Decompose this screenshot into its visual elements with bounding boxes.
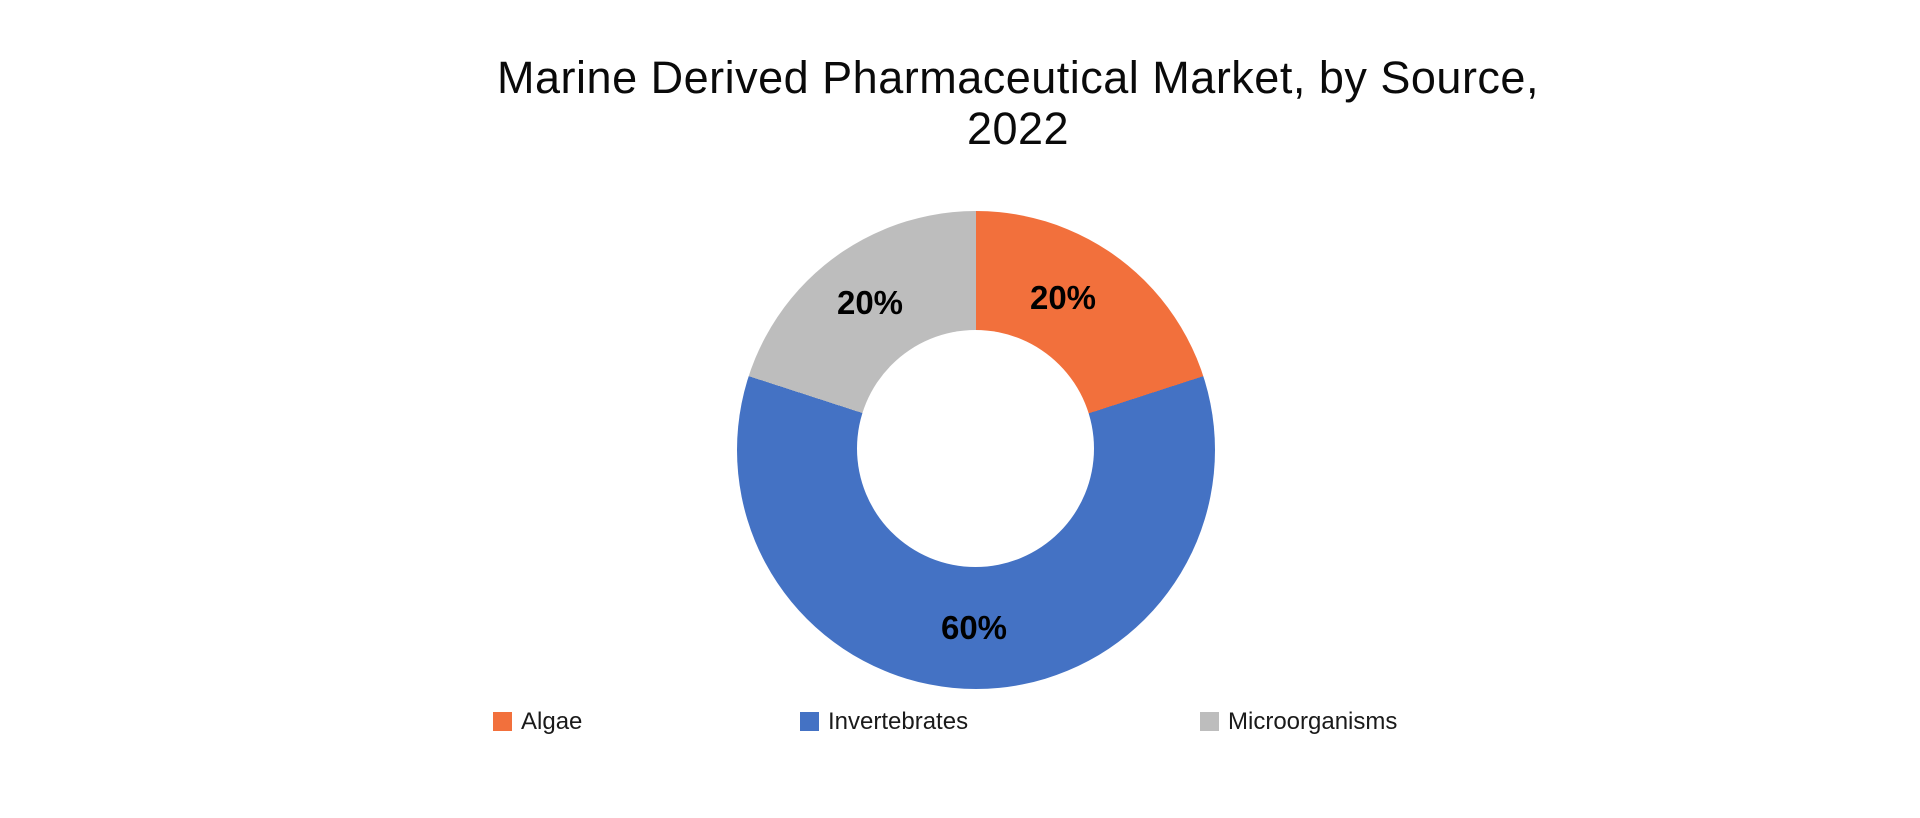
legend-swatch-algae: [493, 712, 512, 731]
chart-title-line1: Marine Derived Pharmaceutical Market, by…: [497, 52, 1539, 103]
legend-label-invertebrates: Invertebrates: [828, 708, 969, 735]
legend-swatch-invertebrates: [800, 712, 819, 731]
legend-label-algae: Algae: [521, 708, 583, 735]
legend-label-microorganisms: Microorganisms: [1228, 708, 1398, 735]
legend-item-microorganisms: Microorganisms: [1200, 709, 1397, 734]
slice-label-invertebrates: 60%: [940, 609, 1008, 646]
legend-item-algae: Algae: [493, 709, 582, 734]
legend-swatch-microorganisms: [1200, 712, 1219, 731]
slice-label-microorganisms: 20%: [836, 284, 904, 321]
chart-title-line2: 2022: [966, 103, 1070, 154]
slice-label-algae: 20%: [1029, 279, 1097, 316]
donut-hole: [857, 330, 1094, 567]
legend-item-invertebrates: Invertebrates: [800, 709, 968, 734]
donut-chart: 20% 60% 20%: [737, 211, 1215, 689]
chart-title: Marine Derived Pharmaceutical Market, by…: [458, 52, 1578, 154]
